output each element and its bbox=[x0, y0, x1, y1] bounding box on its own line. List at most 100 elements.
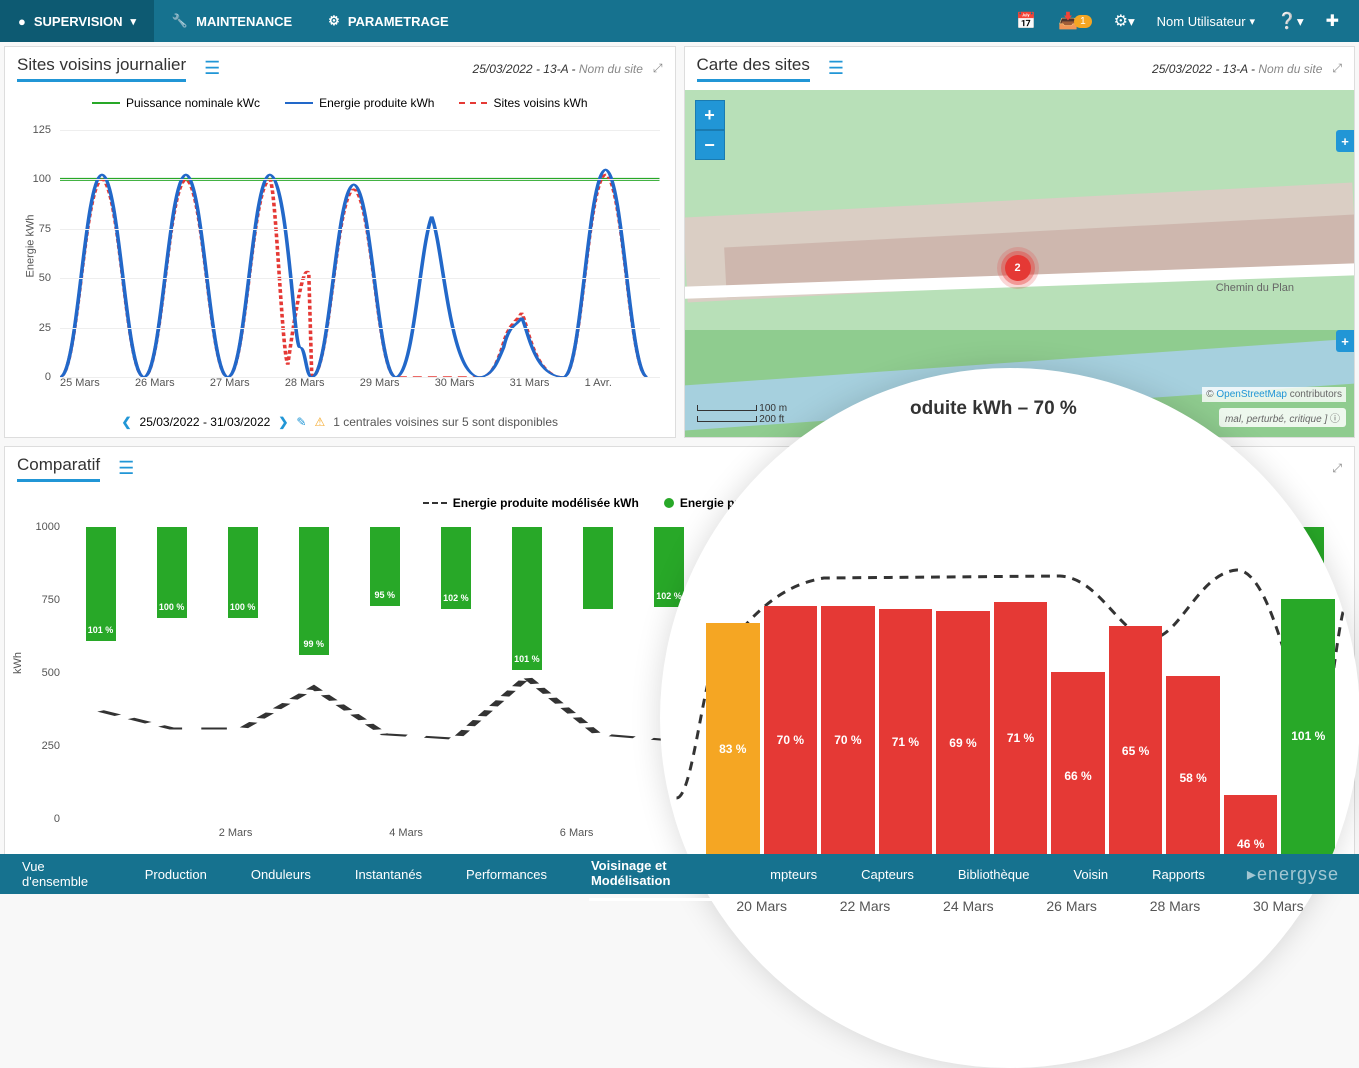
y-tick: 75 bbox=[39, 223, 51, 235]
settings-icon[interactable]: ⚙▾ bbox=[1114, 11, 1135, 31]
next-arrow[interactable]: ❯ bbox=[278, 415, 288, 429]
y-tick: 50 bbox=[39, 272, 51, 284]
zoom-out-button[interactable]: − bbox=[695, 130, 725, 160]
zoom-bar[interactable]: 71 % bbox=[994, 602, 1048, 888]
map-legend: mal, perturbé, critique ] ⓘ bbox=[1219, 408, 1346, 427]
panel-map-title: Carte des sites bbox=[697, 55, 810, 82]
calendar-icon[interactable]: 📅 bbox=[1016, 11, 1036, 31]
bar-pct: 83 % bbox=[706, 742, 760, 756]
legend-item[interactable]: Energie produite kWh bbox=[285, 96, 434, 110]
inbox-badge: 1 bbox=[1074, 15, 1092, 28]
osm-link[interactable]: OpenStreetMap bbox=[1216, 389, 1287, 400]
y-tick: 0 bbox=[45, 371, 51, 383]
date-range: 25/03/2022 - 31/03/2022 bbox=[140, 415, 271, 429]
bar-pct: 101 % bbox=[1281, 729, 1335, 743]
zoom-bar[interactable]: 69 % bbox=[936, 611, 990, 888]
x-tick: 26 Mars bbox=[1020, 898, 1123, 914]
add-icon[interactable]: ✚ bbox=[1326, 11, 1339, 31]
zoom-bar[interactable]: 65 % bbox=[1109, 626, 1163, 888]
tab-voisinage-et-mod-lisation[interactable]: Voisinage et Modélisation bbox=[589, 848, 728, 901]
bottom-tabs: Vue d'ensembleProductionOnduleursInstant… bbox=[0, 854, 1359, 894]
expand-icon[interactable]: ⤢ bbox=[1332, 461, 1342, 476]
nav-maintenance[interactable]: 🔧MAINTENANCE bbox=[154, 0, 310, 42]
y-tick: 500 bbox=[42, 667, 60, 679]
panel-menu-icon[interactable]: ☰ bbox=[204, 58, 220, 79]
edit-icon[interactable]: ✎ bbox=[296, 415, 306, 429]
legend-item[interactable]: Energie produite modélisée kWh bbox=[423, 496, 639, 510]
zoom-title: oduite kWh – 70 % bbox=[910, 398, 1077, 420]
comp-ylabel: kWh bbox=[12, 652, 24, 674]
zoom-bar[interactable]: 71 % bbox=[879, 609, 933, 888]
user-name: Nom Utilisateur bbox=[1157, 14, 1246, 29]
zoom-bar[interactable]: 70 % bbox=[821, 606, 875, 888]
tab-production[interactable]: Production bbox=[143, 857, 209, 892]
tab-vue-d-ensemble[interactable]: Vue d'ensemble bbox=[20, 849, 103, 899]
panel-daily-title: Sites voisins journalier bbox=[17, 55, 186, 82]
tab-performances[interactable]: Performances bbox=[464, 857, 549, 892]
bar-pct: 46 % bbox=[1224, 837, 1278, 851]
top-navbar: ●SUPERVISION▾🔧MAINTENANCE⚙PARAMETRAGE 📅 … bbox=[0, 0, 1359, 42]
daily-legend: Puissance nominale kWc Energie produite k… bbox=[5, 90, 675, 116]
tab-capteurs[interactable]: Capteurs bbox=[859, 857, 916, 892]
tab-voisin[interactable]: Voisin bbox=[1071, 857, 1110, 892]
y-tick: 125 bbox=[33, 124, 51, 136]
nav-parametrage[interactable]: ⚙PARAMETRAGE bbox=[310, 0, 467, 42]
map-scale: 100 m 200 ft bbox=[697, 403, 788, 425]
x-tick: 24 Mars bbox=[917, 898, 1020, 914]
bar-pct: 70 % bbox=[764, 733, 818, 747]
tab-instantan-s[interactable]: Instantanés bbox=[353, 857, 424, 892]
zoom-bar[interactable]: 101 % bbox=[1281, 599, 1335, 888]
panel-comp-title: Comparatif bbox=[17, 455, 100, 482]
bar-pct: 71 % bbox=[879, 735, 933, 749]
warning-icon: ⚠ bbox=[314, 415, 325, 429]
map-marker[interactable]: 2 bbox=[1005, 255, 1031, 281]
bar-pct: 70 % bbox=[821, 733, 875, 747]
inbox-icon[interactable]: 📥1 bbox=[1058, 11, 1091, 31]
map-add-1[interactable]: + bbox=[1336, 130, 1354, 152]
y-tick: 25 bbox=[39, 322, 51, 334]
legend-item[interactable]: Sites voisins kWh bbox=[459, 96, 587, 110]
panel-menu-icon[interactable]: ☰ bbox=[118, 458, 134, 479]
expand-icon[interactable]: ⤢ bbox=[653, 61, 663, 76]
zoom-magnifier: oduite kWh – 70 % 83 %70 %70 %71 %69 %71… bbox=[660, 368, 1359, 1068]
x-tick: 22 Mars bbox=[813, 898, 916, 914]
tab-biblioth-que[interactable]: Bibliothèque bbox=[956, 857, 1032, 892]
x-tick: 28 Mars bbox=[1123, 898, 1226, 914]
nav-icon: ● bbox=[18, 14, 26, 29]
daily-chart bbox=[60, 130, 660, 377]
nav-icon: 🔧 bbox=[172, 13, 188, 29]
map-add-2[interactable]: + bbox=[1336, 330, 1354, 352]
panel-menu-icon[interactable]: ☰ bbox=[828, 58, 844, 79]
warning-text: 1 centrales voisines sur 5 sont disponib… bbox=[333, 415, 558, 429]
y-tick: 1000 bbox=[36, 521, 60, 533]
y-tick: 750 bbox=[42, 594, 60, 606]
map-zoom: + − bbox=[695, 100, 725, 160]
bar-pct: 58 % bbox=[1166, 771, 1220, 785]
x-tick: 28 Mars bbox=[285, 377, 360, 397]
date-nav: ❮ 25/03/2022 - 31/03/2022 ❯ ✎ ⚠ 1 centra… bbox=[5, 415, 675, 429]
expand-icon[interactable]: ⤢ bbox=[1332, 61, 1342, 76]
zoom-bar[interactable]: 70 % bbox=[764, 606, 818, 888]
map-attribution: © OpenStreetMap contributors bbox=[1202, 387, 1346, 402]
zoom-in-button[interactable]: + bbox=[695, 100, 725, 130]
panel-crumb: 25/03/2022 - 13-A - Nom du site bbox=[473, 62, 643, 76]
x-tick: 2 Mars bbox=[150, 827, 321, 839]
bar-pct: 71 % bbox=[994, 731, 1048, 745]
y-tick: 250 bbox=[42, 740, 60, 752]
x-tick: 30 Mars bbox=[435, 377, 510, 397]
tab-onduleurs[interactable]: Onduleurs bbox=[249, 857, 313, 892]
user-menu[interactable]: Nom Utilisateur ▾ bbox=[1157, 14, 1255, 29]
nav-supervision[interactable]: ●SUPERVISION▾ bbox=[0, 0, 154, 42]
street-label: Chemin du Plan bbox=[1216, 282, 1294, 294]
bar-pct: 69 % bbox=[936, 736, 990, 750]
brand-logo: ▸energyse bbox=[1247, 864, 1339, 885]
x-tick: 6 Mars bbox=[491, 827, 662, 839]
y-tick: 100 bbox=[33, 173, 51, 185]
legend-item[interactable]: Puissance nominale kWc bbox=[92, 96, 260, 110]
tab-rapports[interactable]: Rapports bbox=[1150, 857, 1207, 892]
tab-mpteurs[interactable]: mpteurs bbox=[768, 857, 819, 892]
x-tick: 26 Mars bbox=[135, 377, 210, 397]
prev-arrow[interactable]: ❮ bbox=[121, 415, 131, 429]
x-tick: 31 Mars bbox=[510, 377, 585, 397]
help-icon[interactable]: ❔▾ bbox=[1277, 11, 1304, 31]
